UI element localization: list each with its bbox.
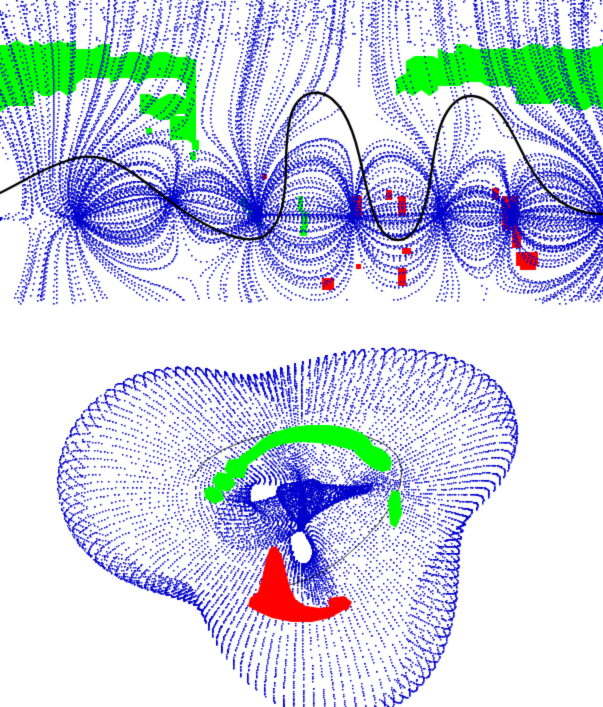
streamline-field-canvas bbox=[0, 0, 603, 339]
parametric-surface-panel: Bottom panel: dot-stippled three-lobed s… bbox=[0, 339, 603, 707]
parametric-surface-canvas bbox=[0, 339, 603, 707]
streamline-field-map-panel: Top panel: periodic dotted streamline fi… bbox=[0, 0, 603, 339]
